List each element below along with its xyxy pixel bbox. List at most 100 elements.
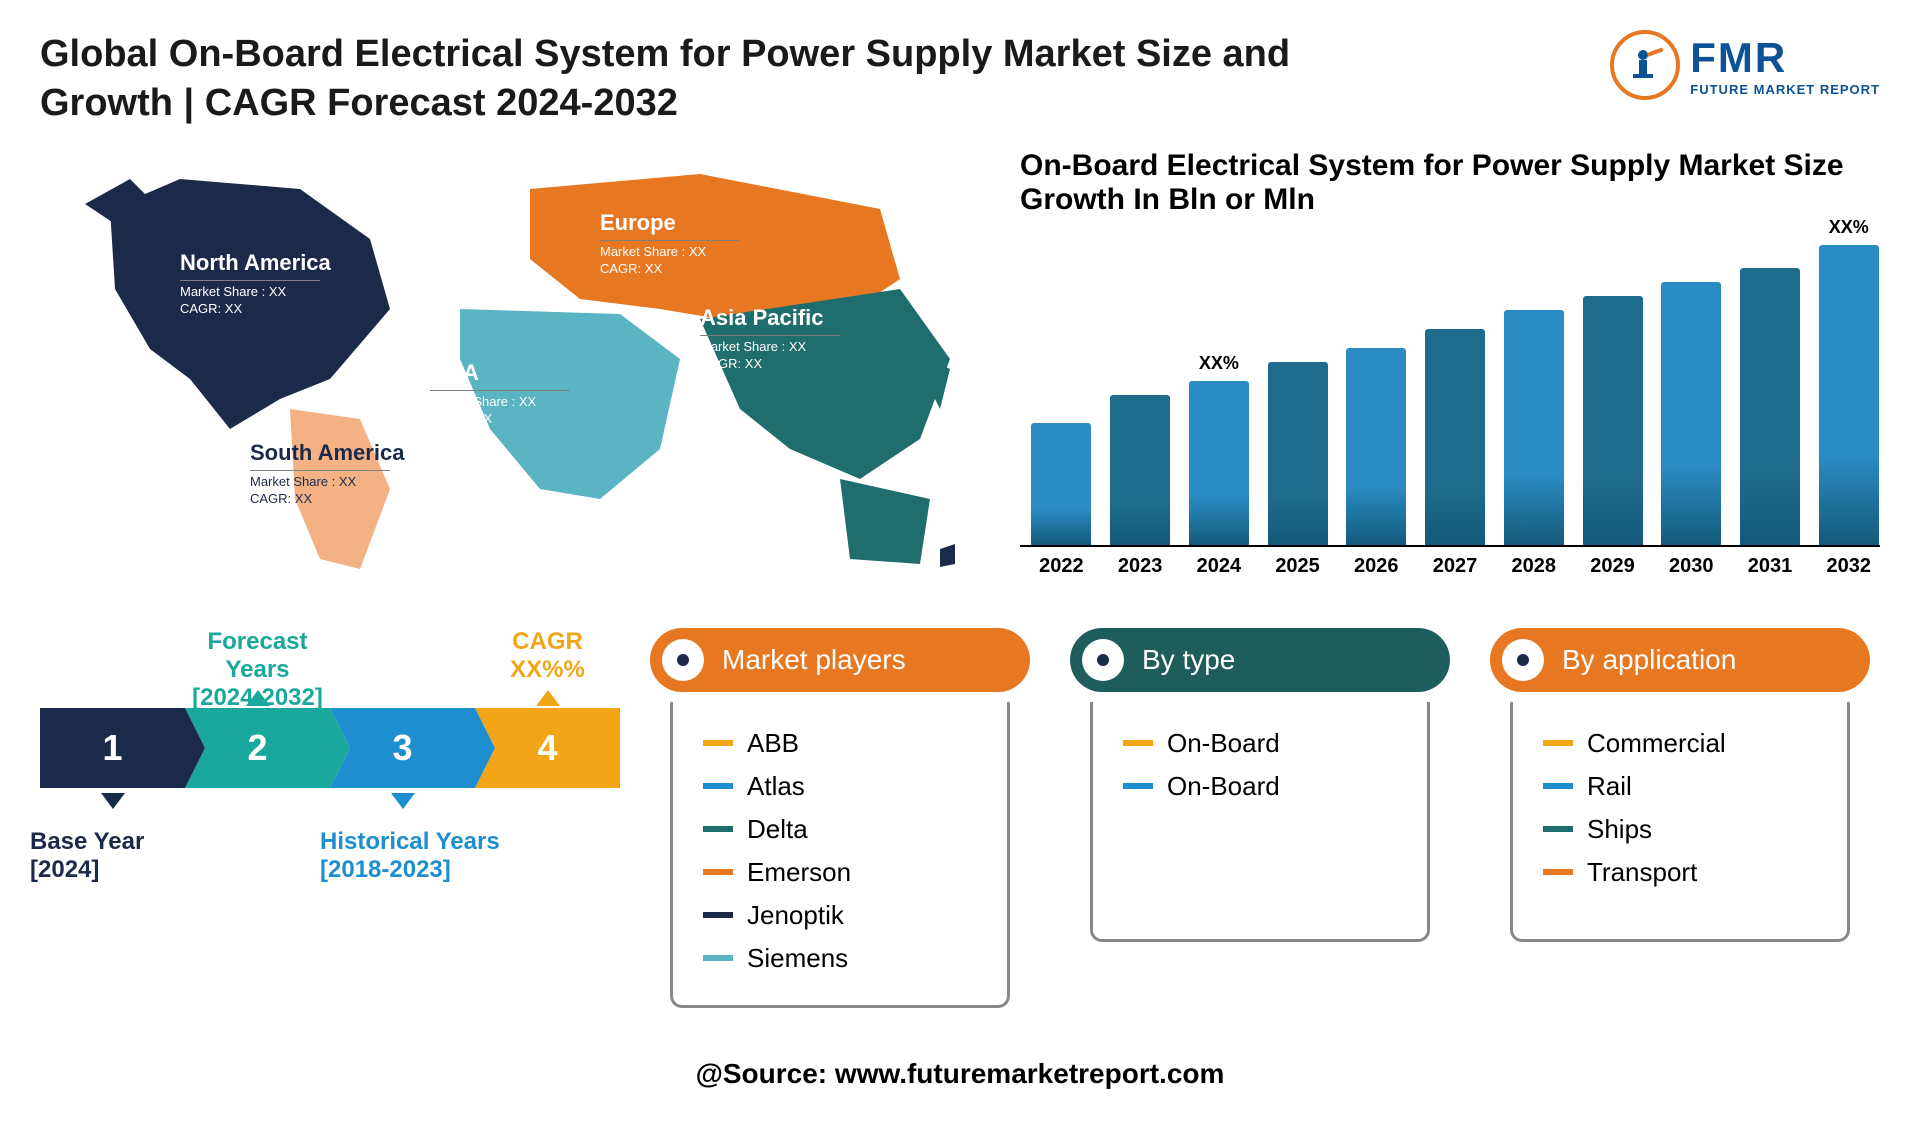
tick-icon xyxy=(703,740,733,746)
category-columns: Market players ABB Atlas Delta Emerson Jenopt… xyxy=(650,628,1880,1008)
bar-x-label: 2029 xyxy=(1581,547,1644,578)
bar-2027 xyxy=(1424,329,1487,545)
timeline-step-4: 4 xyxy=(475,708,620,788)
category-item: Atlas xyxy=(703,765,977,808)
region-label-mea: MEAMarket Share : XXCAGR: XX xyxy=(430,359,570,428)
bar-x-label: 2028 xyxy=(1502,547,1565,578)
tick-icon xyxy=(1123,783,1153,789)
category-item: Commercial xyxy=(1543,722,1817,765)
bar-2024: XX% xyxy=(1187,381,1250,545)
bar-2032: XX% xyxy=(1817,245,1880,545)
tick-icon xyxy=(703,869,733,875)
category-item: Transport xyxy=(1543,851,1817,894)
category-item: Rail xyxy=(1543,765,1817,808)
triangle-up-icon xyxy=(536,690,560,706)
bar-2022 xyxy=(1030,423,1093,545)
category-frame: On-Board On-Board xyxy=(1090,702,1430,942)
category-title: By application xyxy=(1562,644,1736,676)
telescope-person-icon xyxy=(1625,45,1665,85)
category-title: Market players xyxy=(722,644,906,676)
logo-text-block: FMR FUTURE MARKET REPORT xyxy=(1690,34,1880,97)
region-label-ap: Asia PacificMarket Share : XXCAGR: XX xyxy=(700,304,840,373)
chart-title: On-Board Electrical System for Power Sup… xyxy=(1020,149,1880,217)
tick-icon xyxy=(703,826,733,832)
category-item-label: On-Board xyxy=(1167,771,1280,802)
tick-icon xyxy=(1543,869,1573,875)
timeline-label-above: CAGRXX%% xyxy=(475,628,620,684)
category-item: On-Board xyxy=(1123,722,1397,765)
bar-x-label: 2022 xyxy=(1030,547,1093,578)
category-frame: Commercial Rail Ships Transport xyxy=(1510,702,1850,942)
bar-2029 xyxy=(1581,296,1644,544)
category-column: By application Commercial Rail Ships Transpo… xyxy=(1490,628,1870,1008)
logo-subtext: FUTURE MARKET REPORT xyxy=(1690,82,1880,97)
logo: FMR FUTURE MARKET REPORT xyxy=(1610,30,1880,100)
category-pill: Market players xyxy=(650,628,1030,692)
category-item-label: Jenoptik xyxy=(747,900,844,931)
bar-2028 xyxy=(1502,310,1565,544)
tick-icon xyxy=(703,912,733,918)
category-item-label: Commercial xyxy=(1587,728,1726,759)
timeline-step-2: 2 xyxy=(185,708,330,788)
category-item: Delta xyxy=(703,808,977,851)
tick-icon xyxy=(1543,740,1573,746)
category-item-label: Rail xyxy=(1587,771,1632,802)
triangle-down-icon xyxy=(101,793,125,809)
category-item: ABB xyxy=(703,722,977,765)
category-item-label: Emerson xyxy=(747,857,851,888)
source-line: @Source: www.futuremarketreport.com xyxy=(40,1058,1880,1090)
region-label-eu: EuropeMarket Share : XXCAGR: XX xyxy=(600,209,740,278)
timeline-step-1: 1 xyxy=(40,708,185,788)
triangle-up-icon xyxy=(246,690,270,706)
category-pill: By application xyxy=(1490,628,1870,692)
world-map: North AmericaMarket Share : XXCAGR: XX So… xyxy=(40,149,980,569)
category-item-label: Transport xyxy=(1587,857,1697,888)
chart-x-axis: 2022202320242025202620272028202920302031… xyxy=(1020,547,1880,578)
category-item: Emerson xyxy=(703,851,977,894)
bar-2026 xyxy=(1345,348,1408,545)
timeline: 1234 Forecast Years[2024-2032]CAGRXX%%Ba… xyxy=(40,628,620,958)
bar-x-label: 2027 xyxy=(1424,547,1487,578)
category-item-label: On-Board xyxy=(1167,728,1280,759)
category-item: Siemens xyxy=(703,937,977,980)
timeline-steps: 1234 xyxy=(40,708,620,788)
tick-icon xyxy=(703,955,733,961)
timeline-label-below: Base Year[2024] xyxy=(30,828,235,884)
bar-x-label: 2024 xyxy=(1187,547,1250,578)
category-title: By type xyxy=(1142,644,1235,676)
category-item-label: Delta xyxy=(747,814,808,845)
bar-x-label: 2025 xyxy=(1266,547,1329,578)
logo-icon xyxy=(1610,30,1680,100)
category-column: By type On-Board On-Board xyxy=(1070,628,1450,1008)
timeline-step-3: 3 xyxy=(330,708,475,788)
bar-2023 xyxy=(1109,395,1172,545)
category-item: Jenoptik xyxy=(703,894,977,937)
category-item: On-Board xyxy=(1123,765,1397,808)
bar-x-label: 2023 xyxy=(1109,547,1172,578)
region-label-sa: South AmericaMarket Share : XXCAGR: XX xyxy=(250,439,404,508)
chart-bars: XX% XX% xyxy=(1020,227,1880,547)
header: Global On-Board Electrical System for Po… xyxy=(40,30,1880,129)
category-pill: By type xyxy=(1070,628,1450,692)
category-item-label: Siemens xyxy=(747,943,848,974)
bar-x-label: 2030 xyxy=(1660,547,1723,578)
lower-row: 1234 Forecast Years[2024-2032]CAGRXX%%Ba… xyxy=(40,628,1880,1008)
upper-row: North AmericaMarket Share : XXCAGR: XX So… xyxy=(40,149,1880,578)
category-column: Market players ABB Atlas Delta Emerson Jenopt… xyxy=(650,628,1030,1008)
category-item-label: Atlas xyxy=(747,771,805,802)
region-label-na: North AmericaMarket Share : XXCAGR: XX xyxy=(180,249,331,318)
category-item-label: ABB xyxy=(747,728,799,759)
bar-2031 xyxy=(1739,268,1802,545)
bar-chart: On-Board Electrical System for Power Sup… xyxy=(1020,149,1880,578)
page-title: Global On-Board Electrical System for Po… xyxy=(40,30,1340,129)
pill-dot-icon xyxy=(662,639,704,681)
bar-x-label: 2031 xyxy=(1739,547,1802,578)
category-item: Ships xyxy=(1543,808,1817,851)
bar-x-label: 2032 xyxy=(1817,547,1880,578)
pill-dot-icon xyxy=(1082,639,1124,681)
pill-dot-icon xyxy=(1502,639,1544,681)
tick-icon xyxy=(1123,740,1153,746)
tick-icon xyxy=(1543,826,1573,832)
triangle-down-icon xyxy=(391,793,415,809)
timeline-label-below: Historical Years[2018-2023] xyxy=(320,828,525,884)
